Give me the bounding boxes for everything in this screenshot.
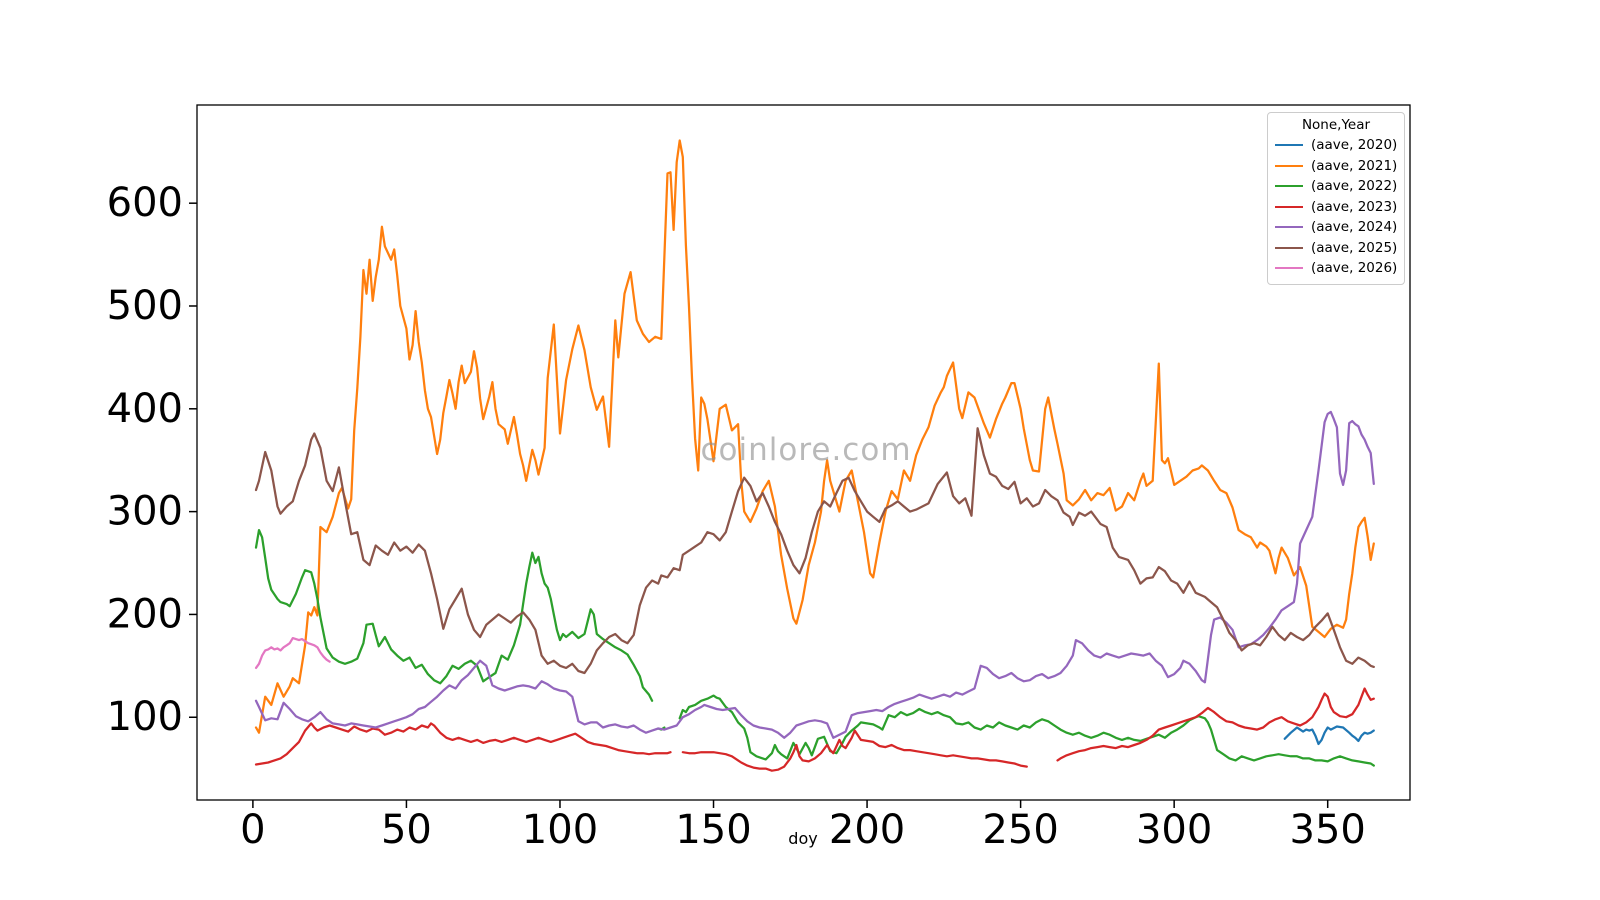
legend-entry-2025: (aave, 2025) — [1275, 238, 1397, 259]
legend-title: None,Year — [1301, 117, 1371, 133]
legend-entry-label: (aave, 2025) — [1311, 239, 1398, 256]
y-tick-label-400: 400 — [107, 386, 183, 432]
legend-entry-label: (aave, 2024) — [1311, 219, 1398, 236]
legend-entry-2026: (aave, 2026) — [1275, 258, 1397, 279]
series-line-aave-2024 — [254, 410, 1375, 739]
series-line-aave-2022 — [678, 694, 1375, 767]
series-group — [254, 139, 1375, 772]
series-line-aave-2026 — [254, 636, 331, 670]
legend-entry-label: (aave, 2023) — [1311, 198, 1398, 215]
x-tick-label-350: 350 — [1290, 807, 1366, 853]
series-line-aave-2022 — [254, 528, 654, 702]
x-tick-label-300: 300 — [1136, 807, 1212, 853]
legend-line-swatch-2021 — [1275, 164, 1303, 167]
series-line-aave-2023 — [681, 729, 1028, 772]
series-line-aave-2023 — [1056, 687, 1375, 762]
x-tick-label-250: 250 — [982, 807, 1058, 853]
legend-entry-2022: (aave, 2022) — [1275, 176, 1397, 197]
legend-entry-label: (aave, 2022) — [1311, 178, 1398, 195]
y-tick-label-300: 300 — [107, 489, 183, 535]
legend-entry-label: (aave, 2021) — [1311, 157, 1398, 174]
y-tick-label-600: 600 — [107, 180, 183, 226]
series-line-aave-2021 — [254, 139, 1375, 734]
legend-entry-label: (aave, 2026) — [1311, 260, 1398, 277]
series-line-aave-2025 — [254, 427, 1375, 675]
legend: None,Year (aave, 2020) (aave, 2021) (aave,… — [1267, 112, 1405, 285]
x-tick-label-200: 200 — [829, 807, 905, 853]
legend-line-swatch-2022 — [1275, 185, 1303, 188]
legend-entry-2023: (aave, 2023) — [1275, 197, 1397, 218]
x-axis-label: doy — [788, 829, 818, 848]
x-tick-label-100: 100 — [522, 807, 598, 853]
x-tick-label-150: 150 — [675, 807, 751, 853]
legend-line-swatch-2025 — [1275, 246, 1303, 249]
watermark: coinlore.com — [700, 432, 912, 468]
x-tick-label-50: 50 — [381, 807, 432, 853]
series-line-aave-2020 — [1283, 725, 1375, 746]
legend-line-swatch-2026 — [1275, 267, 1303, 270]
y-tick-label-500: 500 — [107, 283, 183, 329]
legend-entry-2020: (aave, 2020) — [1275, 135, 1397, 156]
legend-entry-2024: (aave, 2024) — [1275, 217, 1397, 238]
legend-line-swatch-2023 — [1275, 205, 1303, 208]
y-tick-label-200: 200 — [107, 591, 183, 637]
legend-line-swatch-2020 — [1275, 144, 1303, 147]
legend-entry-2021: (aave, 2021) — [1275, 156, 1397, 177]
legend-entry-label: (aave, 2020) — [1311, 137, 1398, 154]
series-line-aave-2023 — [254, 722, 672, 766]
x-tick-label-0: 0 — [240, 807, 265, 853]
plot-frame — [196, 104, 1411, 801]
y-tick-label-100: 100 — [107, 694, 183, 740]
legend-line-swatch-2024 — [1275, 226, 1303, 229]
